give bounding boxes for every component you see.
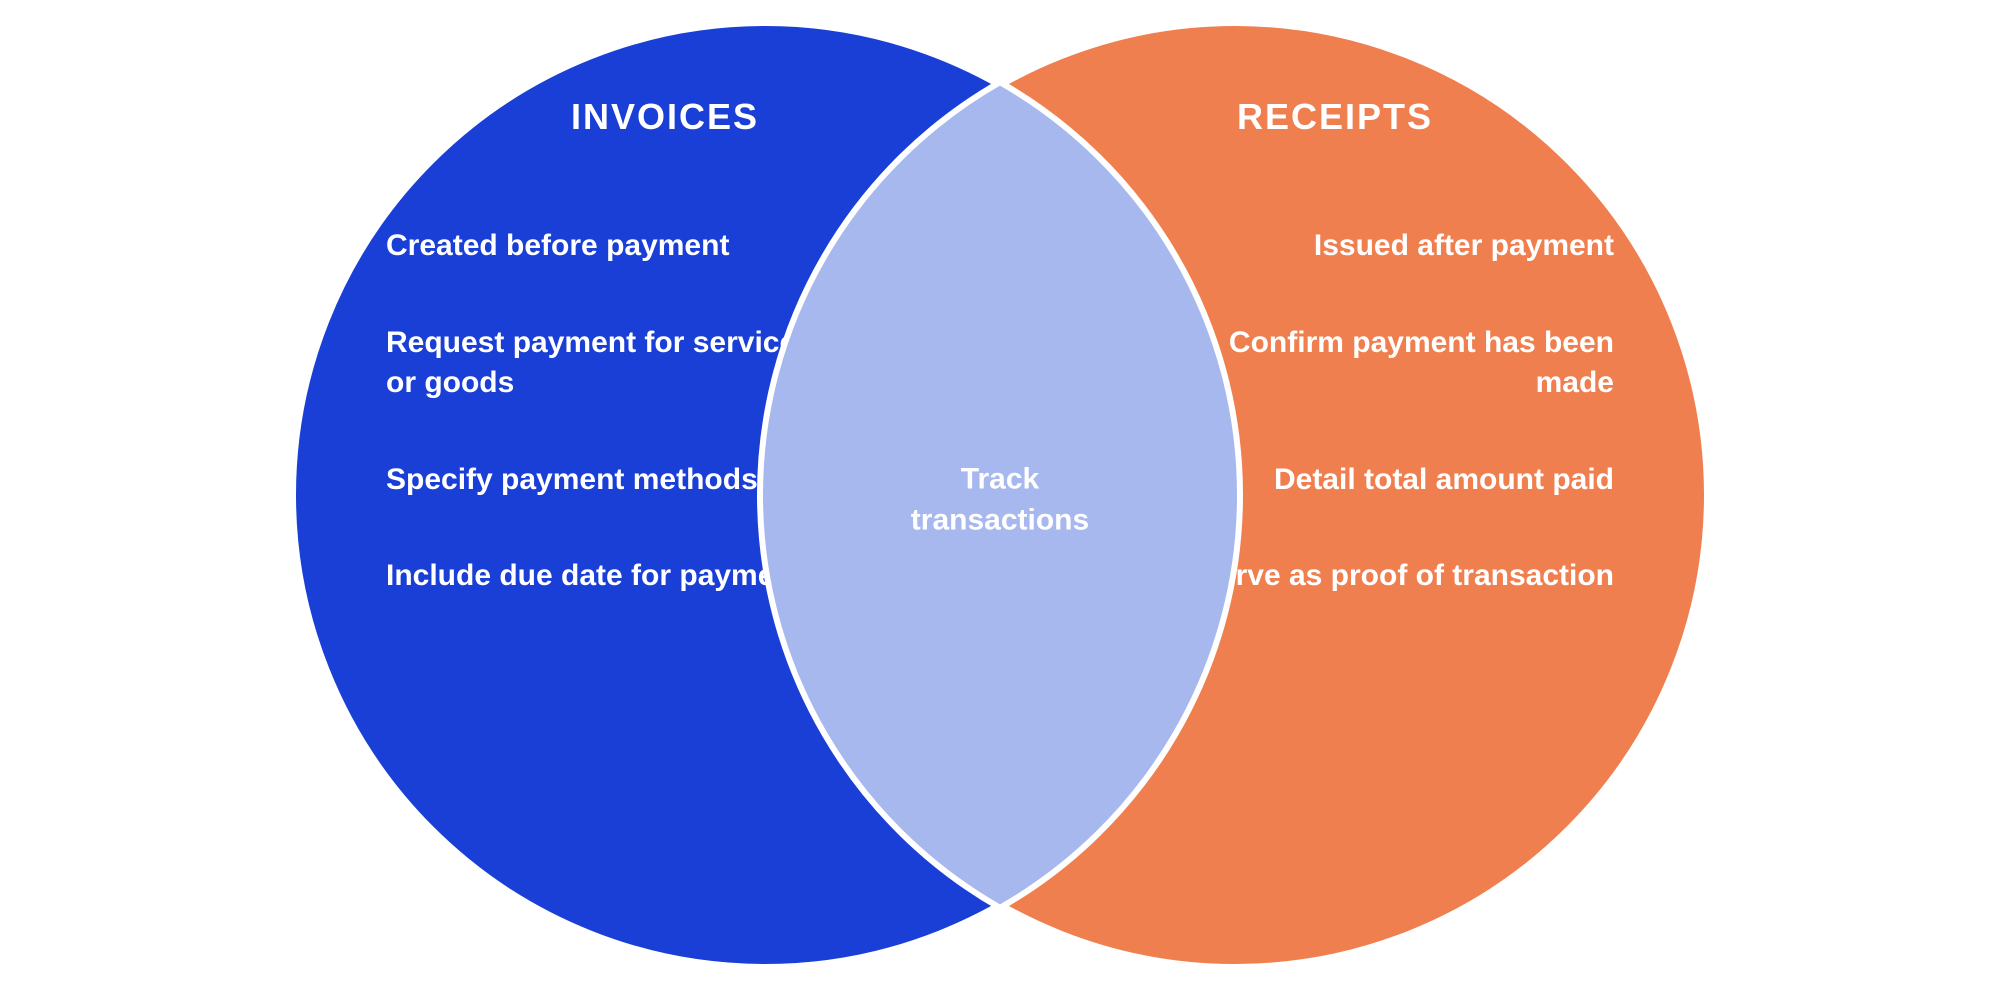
venn-left-item: Request payment for services or goods: [386, 323, 826, 404]
venn-left-item: Include due date for payment: [386, 556, 826, 597]
venn-right-item: Serve as proof of transaction: [1174, 556, 1614, 597]
venn-right-item: Detail total amount paid: [1174, 460, 1614, 501]
venn-right-items: Issued after payment Confirm payment has…: [1174, 226, 1614, 653]
venn-right-item: Issued after payment: [1174, 226, 1614, 267]
venn-left-item: Created before payment: [386, 226, 826, 267]
venn-right-title: RECEIPTS: [866, 96, 1804, 138]
venn-intersection-text: Track transactions: [870, 460, 1130, 541]
venn-left-items: Created before payment Request payment f…: [386, 226, 826, 653]
venn-right-item: Confirm payment has been made: [1174, 323, 1614, 404]
venn-diagram: INVOICES Created before payment Request …: [200, 20, 1800, 980]
